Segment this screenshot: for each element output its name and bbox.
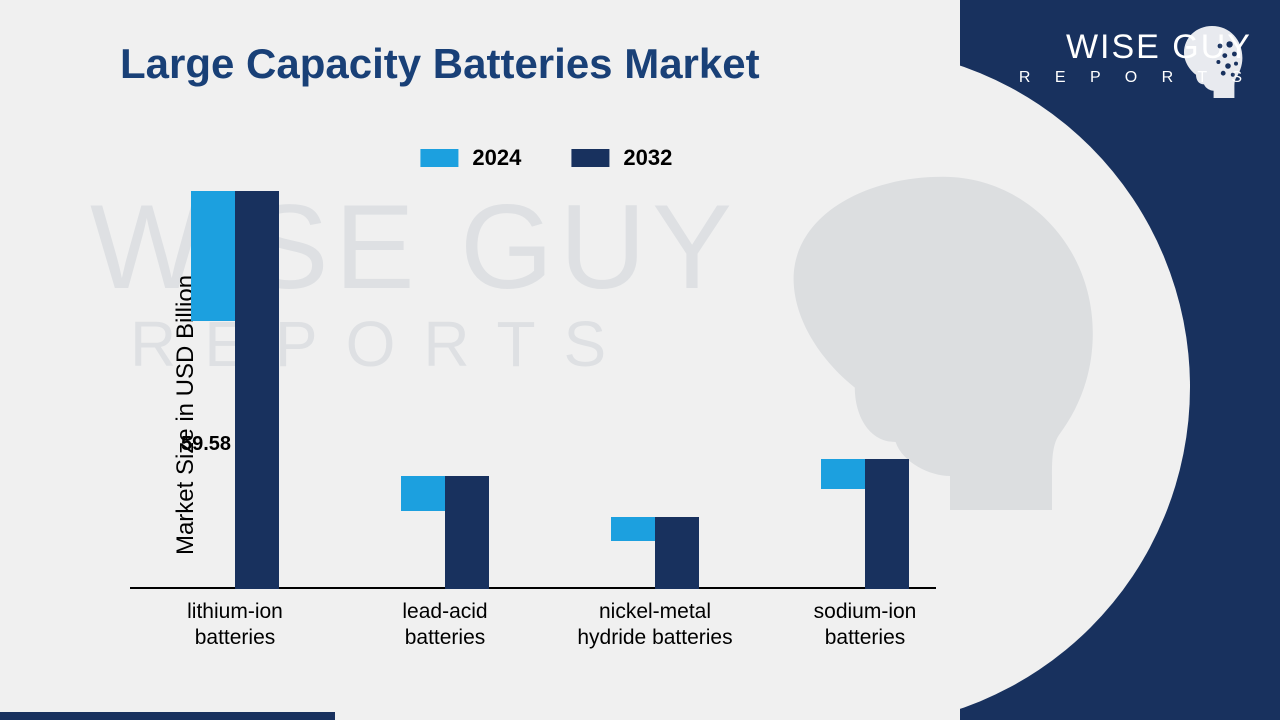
legend-label-2032: 2032 xyxy=(623,145,672,171)
legend-swatch-2032 xyxy=(571,149,609,167)
legend: 2024 2032 xyxy=(420,145,672,171)
bar xyxy=(401,476,445,511)
page: WISE GUY R E P O R T S Large Capacity Ba… xyxy=(0,0,1280,720)
legend-swatch-2024 xyxy=(420,149,458,167)
chart-title: Large Capacity Batteries Market xyxy=(120,40,760,88)
bottom-accent-strip xyxy=(0,712,335,720)
category-label: sodium-ion batteries xyxy=(780,599,950,652)
bar-group: lead-acid batteries xyxy=(360,476,530,589)
category-label: nickel-metal hydride batteries xyxy=(570,599,740,652)
legend-item-2032: 2032 xyxy=(571,145,672,171)
legend-item-2024: 2024 xyxy=(420,145,521,171)
bar xyxy=(445,476,489,589)
bar xyxy=(821,459,865,489)
bar xyxy=(191,191,235,320)
bar xyxy=(655,517,699,589)
legend-label-2024: 2024 xyxy=(472,145,521,171)
category-label: lead-acid batteries xyxy=(360,599,530,652)
brand-head-icon xyxy=(1172,22,1252,102)
bar xyxy=(865,459,909,589)
bar-group: sodium-ion batteries xyxy=(780,459,950,589)
bar-value-label: 59.58 xyxy=(181,433,231,456)
brand-logo: WISE GUY R E P O R T S xyxy=(1019,28,1252,87)
bar xyxy=(235,191,279,589)
bar xyxy=(611,517,655,541)
bar-group: nickel-metal hydride batteries xyxy=(570,517,740,589)
plot-area: lithium-ion batteries lead-acid batteries… xyxy=(130,187,936,589)
chart: Market Size in USD Billion 2024 2032 lit… xyxy=(56,145,936,685)
bar-group: lithium-ion batteries xyxy=(150,191,320,589)
category-label: lithium-ion batteries xyxy=(150,599,320,652)
